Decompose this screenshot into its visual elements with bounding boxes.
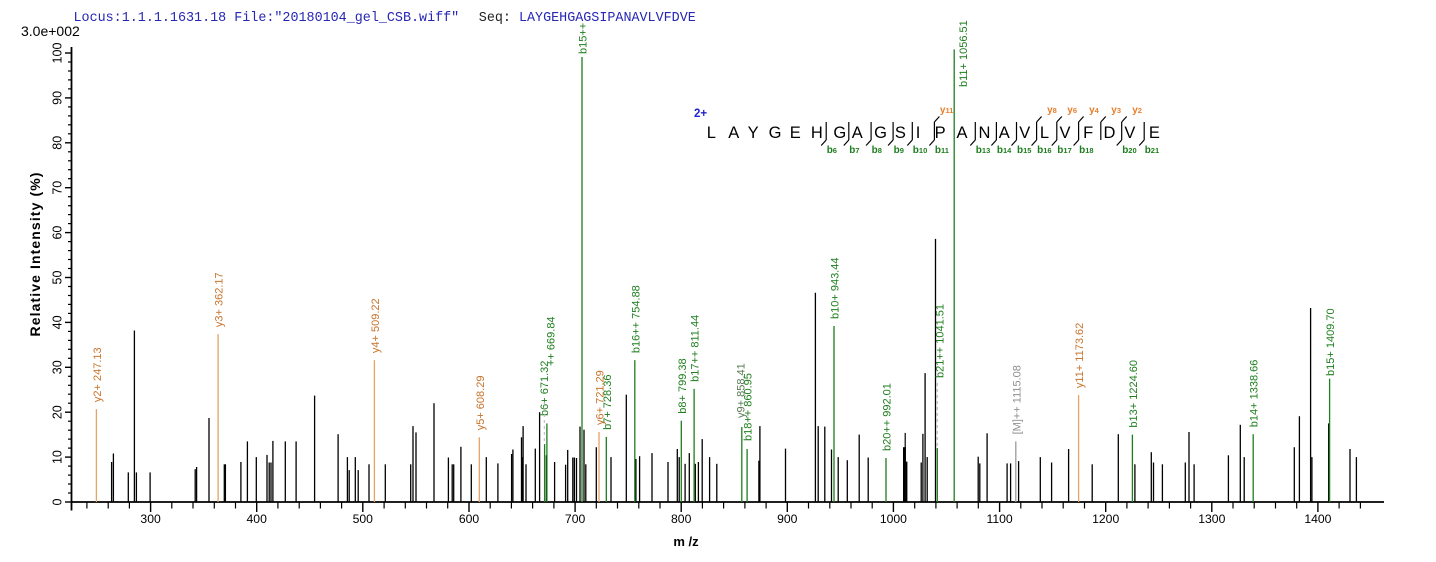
svg-text:y11: y11	[940, 105, 954, 116]
svg-text:V: V	[1019, 124, 1030, 142]
svg-text:V: V	[1059, 124, 1070, 142]
svg-text:10: 10	[51, 450, 65, 464]
svg-text:G: G	[874, 124, 887, 142]
svg-text:700: 700	[565, 512, 586, 526]
svg-text:Relative Intensity (%): Relative Intensity (%)	[27, 171, 43, 336]
svg-text:A: A	[999, 124, 1010, 142]
svg-text:b11+ 1056.51: b11+ 1056.51	[958, 20, 970, 87]
svg-text:b20: b20	[1122, 145, 1136, 156]
svg-text:D: D	[1103, 124, 1115, 142]
svg-text:3.0e+002: 3.0e+002	[21, 23, 80, 39]
svg-text:A: A	[852, 124, 863, 142]
svg-text:2+: 2+	[694, 108, 707, 120]
svg-text:L: L	[1040, 124, 1049, 142]
svg-text:Y: Y	[748, 124, 759, 142]
svg-text:y9+ 858.41: y9+ 858.41	[736, 363, 748, 418]
svg-text:1300: 1300	[1198, 512, 1225, 526]
svg-text:y5+ 608.29: y5+ 608.29	[475, 376, 487, 431]
svg-text:F: F	[1083, 124, 1093, 142]
svg-text:S: S	[895, 124, 906, 142]
svg-text:50: 50	[51, 271, 65, 285]
svg-text:1100: 1100	[986, 512, 1012, 526]
svg-text:30: 30	[51, 360, 65, 374]
svg-text:y4: y4	[1089, 105, 1100, 116]
svg-text:E: E	[1149, 124, 1160, 142]
svg-text:b18: b18	[1079, 145, 1093, 156]
svg-text:N: N	[979, 124, 991, 142]
svg-text:70: 70	[51, 181, 65, 195]
svg-text:b8+ 799.38: b8+ 799.38	[677, 358, 689, 413]
svg-text:H: H	[811, 124, 823, 142]
svg-text:b21++ 1041.51: b21++ 1041.51	[935, 304, 947, 378]
svg-text:b20++ 992.01: b20++ 992.01	[882, 383, 894, 451]
svg-text:P: P	[935, 124, 946, 142]
svg-text:b17: b17	[1057, 145, 1071, 156]
svg-text:800: 800	[671, 512, 692, 526]
svg-text:b13+ 1224.60: b13+ 1224.60	[1128, 360, 1140, 428]
svg-text:L: L	[707, 124, 716, 142]
svg-text:b17++ 811.44: b17++ 811.44	[690, 315, 702, 382]
svg-text:E: E	[790, 124, 801, 142]
svg-text:b21: b21	[1145, 145, 1159, 156]
svg-text:I: I	[916, 124, 921, 142]
svg-text:b10: b10	[913, 145, 927, 156]
svg-text:b6: b6	[827, 145, 837, 156]
svg-text:Locus:1.1.1.1631.18 File:"2018: Locus:1.1.1.1631.18 File:"20180104_gel_C…	[74, 11, 460, 26]
svg-text:400: 400	[247, 512, 268, 526]
svg-text:1000: 1000	[880, 512, 907, 526]
svg-text:b15: b15	[1017, 145, 1031, 156]
svg-text:m /z: m /z	[673, 534, 699, 549]
svg-text:b10+ 943.44: b10+ 943.44	[830, 258, 842, 319]
svg-text:b9: b9	[894, 145, 904, 156]
svg-text:300: 300	[140, 512, 161, 526]
svg-text:y6: y6	[1067, 105, 1077, 116]
svg-text:b16: b16	[1037, 145, 1051, 156]
svg-text:80: 80	[51, 136, 65, 150]
svg-text:60: 60	[51, 226, 65, 240]
svg-text:y2: y2	[1132, 105, 1142, 116]
svg-text:900: 900	[777, 512, 798, 526]
svg-text:++ 669.84: ++ 669.84	[546, 316, 558, 366]
svg-text:b16++ 754.88: b16++ 754.88	[630, 285, 642, 353]
svg-text:1200: 1200	[1092, 512, 1119, 526]
svg-text:600: 600	[459, 512, 480, 526]
svg-text:20: 20	[51, 405, 65, 419]
svg-text:b14+ 1338.66: b14+ 1338.66	[1249, 360, 1261, 428]
svg-text:y11+ 1173.62: y11+ 1173.62	[1074, 323, 1086, 388]
svg-text:100: 100	[51, 43, 65, 64]
svg-text:0: 0	[51, 498, 65, 505]
svg-text:y2+ 247.13: y2+ 247.13	[92, 347, 104, 402]
svg-text:G: G	[769, 124, 782, 142]
svg-text:Seq: LAYGEHGAGSIPANAVLVFDVE: Seq: LAYGEHGAGSIPANAVLVFDVE	[479, 11, 696, 26]
svg-text:b7+ 728.36: b7+ 728.36	[602, 375, 614, 430]
svg-text:1400: 1400	[1304, 512, 1331, 526]
svg-text:y8: y8	[1047, 105, 1057, 116]
svg-text:b13: b13	[976, 145, 990, 156]
svg-text:b6+ 671.32: b6+ 671.32	[539, 361, 551, 416]
svg-text:b15++: b15++	[578, 23, 590, 54]
svg-text:y3+ 362.17: y3+ 362.17	[214, 272, 226, 327]
svg-text:90: 90	[51, 91, 65, 105]
svg-text:b18++ 860.95: b18++ 860.95	[743, 373, 755, 441]
svg-text:G: G	[833, 124, 846, 142]
svg-text:b8: b8	[872, 145, 882, 156]
svg-text:y6+ 721.29: y6+ 721.29	[595, 370, 607, 425]
svg-text:40: 40	[51, 315, 65, 329]
svg-text:A: A	[728, 124, 739, 142]
svg-text:y3: y3	[1111, 105, 1121, 116]
svg-text:b15+ 1409.70: b15+ 1409.70	[1325, 308, 1337, 376]
svg-text:V: V	[1124, 124, 1135, 142]
svg-text:A: A	[956, 124, 967, 142]
svg-text:[M]++ 1115.08: [M]++ 1115.08	[1011, 365, 1023, 434]
svg-text:b14: b14	[997, 145, 1012, 156]
svg-text:b7: b7	[849, 145, 859, 156]
svg-text:y4+ 509.22: y4+ 509.22	[370, 298, 382, 353]
svg-text:500: 500	[353, 512, 374, 526]
svg-text:b11: b11	[935, 145, 949, 156]
